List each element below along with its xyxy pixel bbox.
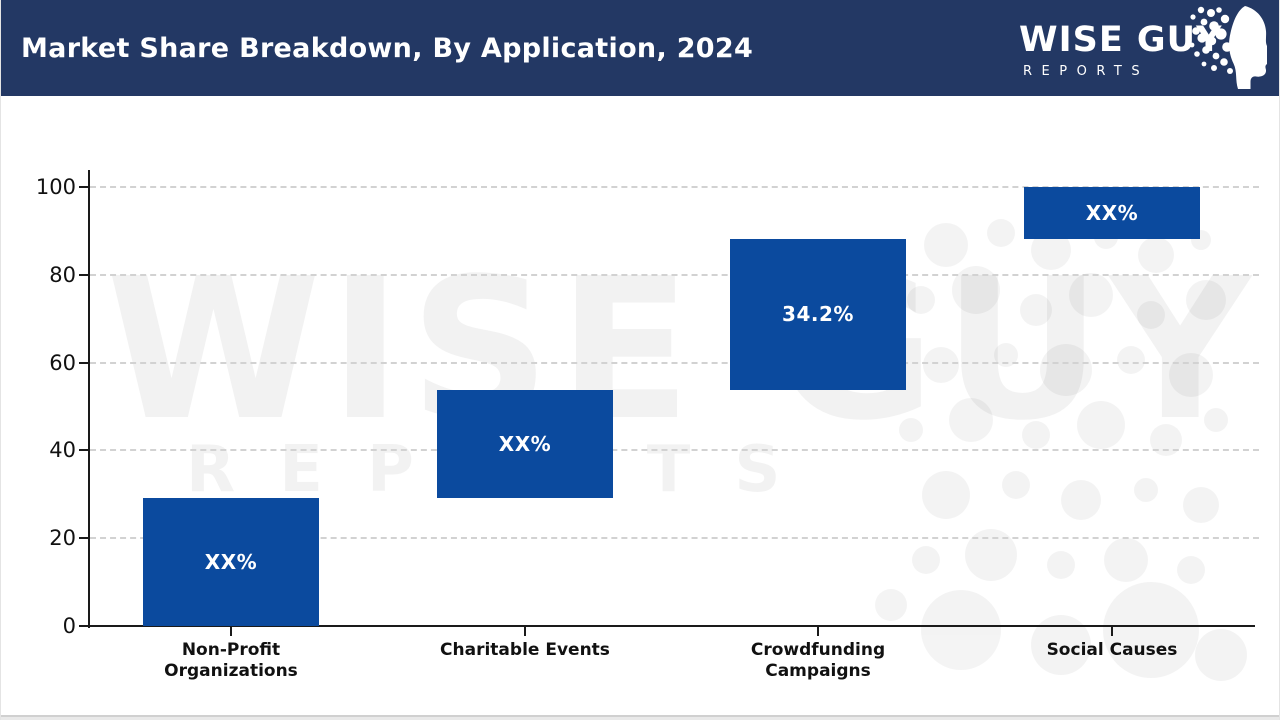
category-label-2: Crowdfunding Campaigns: [678, 640, 958, 682]
y-tick-label-80: 80: [49, 262, 76, 287]
gridline-20: [90, 537, 1259, 540]
y-tick-label-0: 0: [62, 614, 76, 638]
category-label-line: Social Causes: [1046, 640, 1178, 660]
x-tick-1: [524, 627, 526, 636]
gridline-80: [90, 273, 1259, 276]
bar-crowdfunding-campaigns: 34.2%: [730, 238, 906, 390]
y-tick-60: [79, 361, 88, 364]
y-tick-20: [79, 537, 88, 540]
header-bar: Market Share Breakdown, By Application, …: [1, 0, 1279, 96]
bottom-edge: [1, 717, 1279, 720]
y-tick-label-60: 60: [49, 350, 76, 375]
gridline-40: [90, 449, 1259, 452]
category-label-line: Campaigns: [765, 661, 871, 681]
bar-social-causes: XX%: [1024, 187, 1200, 239]
bar-value-label: XX%: [204, 549, 258, 574]
x-tick-0: [230, 627, 232, 636]
wiseguy-logo: WISE GUY REPORTS: [1017, 3, 1272, 93]
bar-charitable-events: XX%: [437, 389, 613, 498]
category-label-1: Charitable Events: [385, 640, 665, 661]
chart-title: Market Share Breakdown, By Application, …: [21, 32, 754, 64]
logo-face-icon: [1189, 6, 1272, 89]
x-tick-3: [1111, 627, 1113, 636]
y-axis-line: [88, 170, 90, 628]
category-label-3: Social Causes: [972, 640, 1252, 661]
y-tick-80: [79, 273, 88, 276]
logo-wiseguy-text: WISE GUY: [1019, 20, 1222, 60]
category-label-line: Non-Profit: [181, 640, 281, 660]
category-label-line: Organizations: [164, 661, 298, 681]
y-tick-100: [79, 186, 88, 188]
y-tick-label-100: 100: [35, 175, 76, 199]
y-tick-label-20: 20: [49, 526, 76, 551]
y-tick-40: [79, 449, 88, 452]
x-axis-line: [88, 625, 1255, 627]
category-label-line: Charitable Events: [440, 640, 610, 660]
bottom-divider: [1, 715, 1279, 717]
bar-value-label: 34.2%: [782, 302, 854, 327]
gridline-100: [90, 186, 1259, 188]
bar-value-label: XX%: [1085, 200, 1139, 225]
y-tick-label-40: 40: [49, 438, 76, 463]
x-tick-2: [817, 627, 819, 636]
category-label-line: Crowdfunding: [750, 640, 886, 660]
bar-value-label: XX%: [498, 431, 552, 456]
category-label-0: Non-Profit Organizations: [91, 640, 371, 682]
logo-reports-text: REPORTS: [1023, 64, 1149, 79]
gridline-60: [90, 361, 1259, 364]
y-tick-0: [79, 625, 88, 627]
bar-non-profit-organizations: XX%: [143, 497, 319, 626]
